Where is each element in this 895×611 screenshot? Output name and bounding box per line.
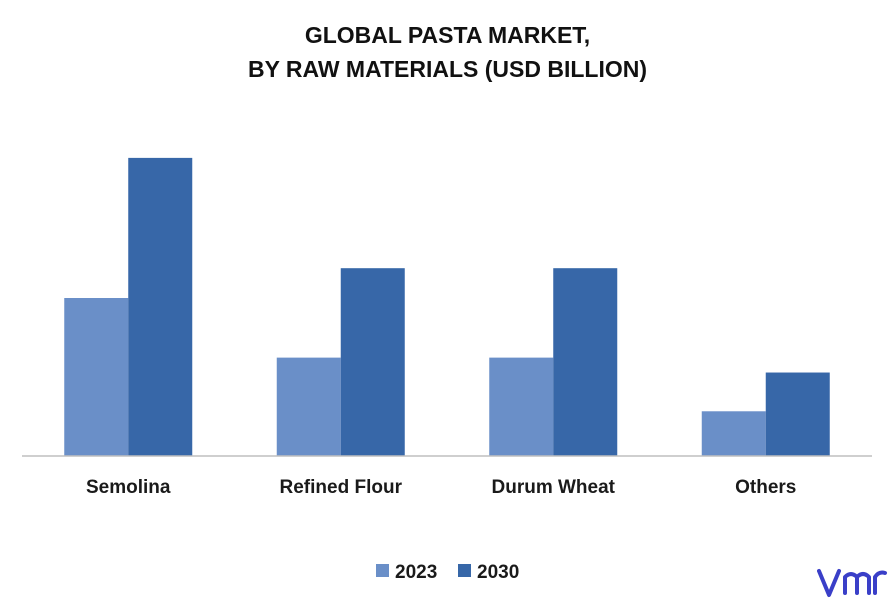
x-tick-label: Semolina xyxy=(86,477,171,498)
legend-swatch-2030 xyxy=(458,564,471,577)
x-tick-label: Refined Flour xyxy=(280,477,403,498)
bar-semolina-2030 xyxy=(128,157,193,457)
legend-swatch-2023 xyxy=(376,564,389,577)
bar-semolina-2023 xyxy=(64,298,129,456)
bar-refined-flour-2023 xyxy=(276,357,341,456)
x-tick-label: Others xyxy=(735,477,796,498)
legend-label-2030: 2030 xyxy=(477,562,519,583)
bar-others-2023 xyxy=(701,411,766,456)
x-tick-label: Durum Wheat xyxy=(492,477,616,498)
chart-title-line-2: BY RAW MATERIALS (USD BILLION) xyxy=(247,56,648,82)
bar-durum-wheat-2023 xyxy=(489,357,554,456)
bar-refined-flour-2030 xyxy=(340,268,405,456)
bars-group xyxy=(64,157,830,457)
legend-label-2023: 2023 xyxy=(395,562,437,583)
chart-title-line-1: GLOBAL PASTA MARKET, xyxy=(304,22,591,48)
chart-title: GLOBAL PASTA MARKET, BY RAW MATERIALS (U… xyxy=(0,18,895,86)
bar-durum-wheat-2030 xyxy=(553,268,618,456)
legend: 2023 2030 xyxy=(376,562,519,583)
x-tick-labels: Semolina Refined Flour Durum Wheat Others xyxy=(86,477,796,498)
vmr-logo xyxy=(817,569,887,597)
bar-others-2030 xyxy=(765,372,830,456)
